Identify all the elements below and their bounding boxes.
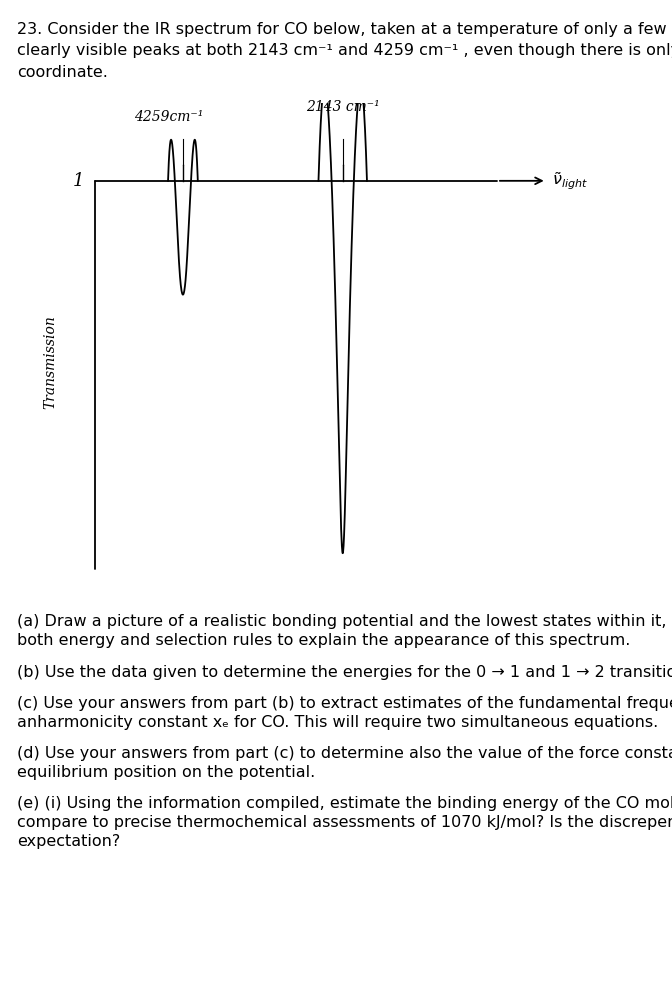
Text: (e) (i) Using the information compiled, estimate the binding energy of the CO mo: (e) (i) Using the information compiled, … <box>17 796 672 811</box>
Text: (a) Draw a picture of a realistic bonding potential and the lowest states within: (a) Draw a picture of a realistic bondin… <box>17 614 672 629</box>
Text: 4259cm⁻¹: 4259cm⁻¹ <box>134 110 204 124</box>
Text: Transmission: Transmission <box>44 315 58 409</box>
Text: 2143 cm⁻¹: 2143 cm⁻¹ <box>306 99 380 114</box>
Text: (c) Use your answers from part (b) to extract estimates of the fundamental frequ: (c) Use your answers from part (b) to ex… <box>17 696 672 711</box>
Text: anharmonicity constant xₑ for CO. This will require two simultaneous equations.: anharmonicity constant xₑ for CO. This w… <box>17 715 658 729</box>
Text: coordinate.: coordinate. <box>17 65 108 80</box>
Text: equilibrium position on the potential.: equilibrium position on the potential. <box>17 765 315 780</box>
Text: both energy and selection rules to explain the appearance of this spectrum.: both energy and selection rules to expla… <box>17 633 630 648</box>
Text: clearly visible peaks at both 2143 cm⁻¹ and 4259 cm⁻¹ , even though there is onl: clearly visible peaks at both 2143 cm⁻¹ … <box>17 43 672 58</box>
Text: 23. Consider the IR spectrum for CO below, taken at a temperature of only a few : 23. Consider the IR spectrum for CO belo… <box>17 22 672 36</box>
Text: (b) Use the data given to determine the energies for the 0 → 1 and 1 → 2 transit: (b) Use the data given to determine the … <box>17 665 672 679</box>
Text: (d) Use your answers from part (c) to determine also the value of the force cons: (d) Use your answers from part (c) to de… <box>17 746 672 761</box>
Text: $\tilde{\nu}_{light}$: $\tilde{\nu}_{light}$ <box>552 170 589 192</box>
Text: 1: 1 <box>73 172 84 190</box>
Text: compare to precise thermochemical assessments of 1070 kJ/mol? Is the discrepency: compare to precise thermochemical assess… <box>17 815 672 830</box>
Text: expectation?: expectation? <box>17 834 120 848</box>
